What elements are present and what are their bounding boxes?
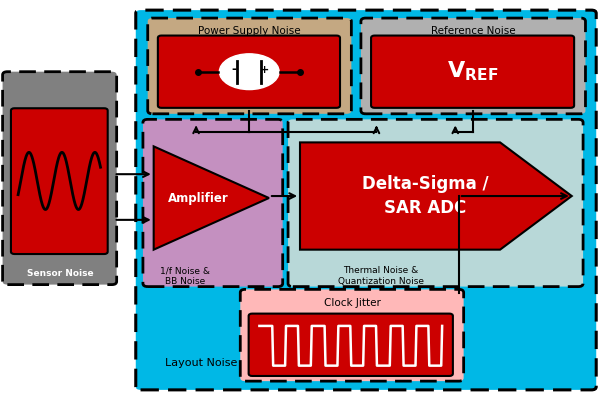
Text: Clock Jitter: Clock Jitter (323, 298, 380, 308)
Text: -: - (232, 63, 237, 76)
FancyBboxPatch shape (148, 18, 352, 114)
FancyBboxPatch shape (11, 108, 107, 254)
FancyBboxPatch shape (158, 36, 340, 108)
Text: Amplifier: Amplifier (168, 192, 229, 204)
FancyBboxPatch shape (143, 119, 283, 286)
FancyBboxPatch shape (288, 119, 583, 286)
Polygon shape (300, 142, 572, 250)
FancyBboxPatch shape (2, 72, 116, 285)
Text: $\mathbf{V_{REF}}$: $\mathbf{V_{REF}}$ (447, 60, 498, 84)
Polygon shape (154, 146, 269, 250)
Text: +: + (260, 65, 269, 75)
FancyBboxPatch shape (361, 18, 586, 114)
Text: Sensor Noise: Sensor Noise (26, 269, 93, 278)
Text: Thermal Noise &
Quantization Noise: Thermal Noise & Quantization Noise (338, 266, 424, 286)
Text: Delta-Sigma /
SAR ADC: Delta-Sigma / SAR ADC (362, 175, 489, 217)
Text: 1/f Noise &
BB Noise: 1/f Noise & BB Noise (160, 266, 211, 286)
Text: Reference Noise: Reference Noise (431, 26, 515, 36)
FancyBboxPatch shape (248, 314, 453, 376)
Text: Power Supply Noise: Power Supply Noise (198, 26, 301, 36)
Text: Layout Noise: Layout Noise (165, 358, 238, 368)
FancyBboxPatch shape (136, 10, 596, 390)
FancyBboxPatch shape (371, 36, 574, 108)
Ellipse shape (220, 54, 279, 90)
FancyBboxPatch shape (240, 289, 464, 381)
